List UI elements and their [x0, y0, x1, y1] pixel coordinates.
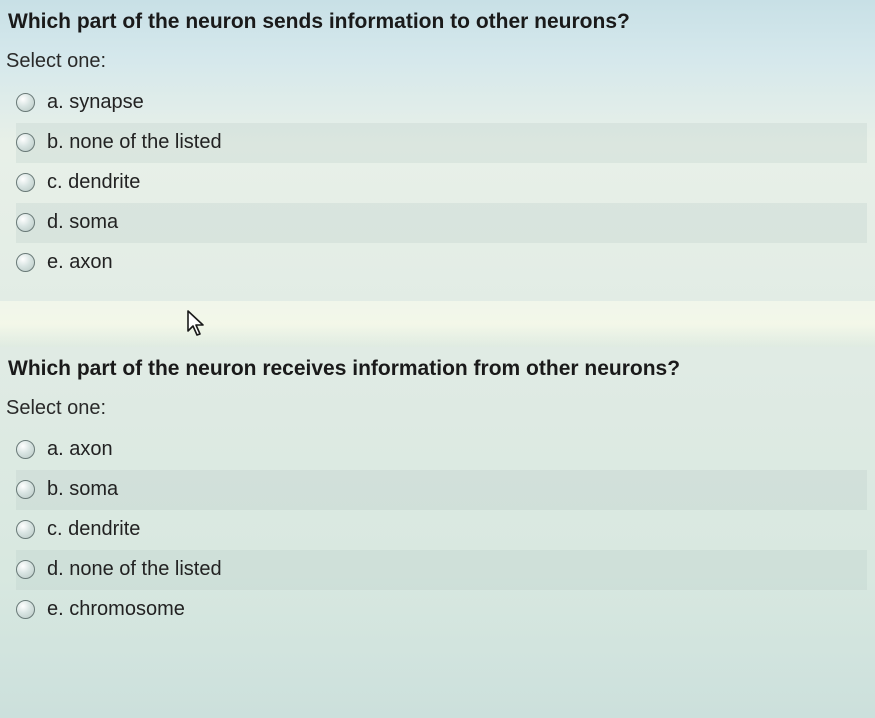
option-row[interactable]: e. chromosome [16, 590, 867, 630]
option-label: a. axon [47, 438, 113, 461]
radio-button[interactable] [16, 440, 35, 459]
radio-button[interactable] [16, 133, 35, 152]
option-row[interactable]: d. none of the listed [16, 550, 867, 590]
options-list: a. synapse b. none of the listed c. dend… [4, 83, 867, 283]
radio-button[interactable] [16, 600, 35, 619]
radio-button[interactable] [16, 173, 35, 192]
option-row[interactable]: b. none of the listed [16, 123, 867, 163]
option-label: c. dendrite [47, 518, 140, 541]
radio-button[interactable] [16, 93, 35, 112]
question-block-1: Which part of the neuron sends informati… [0, 0, 875, 301]
options-list: a. axon b. soma c. dendrite d. none of t… [4, 430, 867, 630]
select-one-label: Select one: [4, 50, 867, 83]
radio-button[interactable] [16, 213, 35, 232]
question-prompt: Which part of the neuron sends informati… [4, 6, 867, 50]
select-one-label: Select one: [4, 397, 867, 430]
option-row[interactable]: a. axon [16, 430, 867, 470]
option-label: d. none of the listed [47, 558, 222, 581]
radio-button[interactable] [16, 520, 35, 539]
option-label: c. dendrite [47, 171, 140, 194]
option-row[interactable]: e. axon [16, 243, 867, 283]
option-label: a. synapse [47, 91, 144, 114]
option-row[interactable]: b. soma [16, 470, 867, 510]
option-label: e. chromosome [47, 598, 185, 621]
question-prompt: Which part of the neuron receives inform… [4, 353, 867, 397]
radio-button[interactable] [16, 480, 35, 499]
option-label: e. axon [47, 251, 113, 274]
option-row[interactable]: d. soma [16, 203, 867, 243]
option-label: b. soma [47, 478, 118, 501]
radio-button[interactable] [16, 560, 35, 579]
mouse-cursor-icon [186, 309, 208, 339]
option-row[interactable]: c. dendrite [16, 510, 867, 550]
question-block-2: Which part of the neuron receives inform… [0, 347, 875, 648]
option-row[interactable]: c. dendrite [16, 163, 867, 203]
option-label: d. soma [47, 211, 118, 234]
option-label: b. none of the listed [47, 131, 222, 154]
question-divider [0, 301, 875, 347]
radio-button[interactable] [16, 253, 35, 272]
option-row[interactable]: a. synapse [16, 83, 867, 123]
